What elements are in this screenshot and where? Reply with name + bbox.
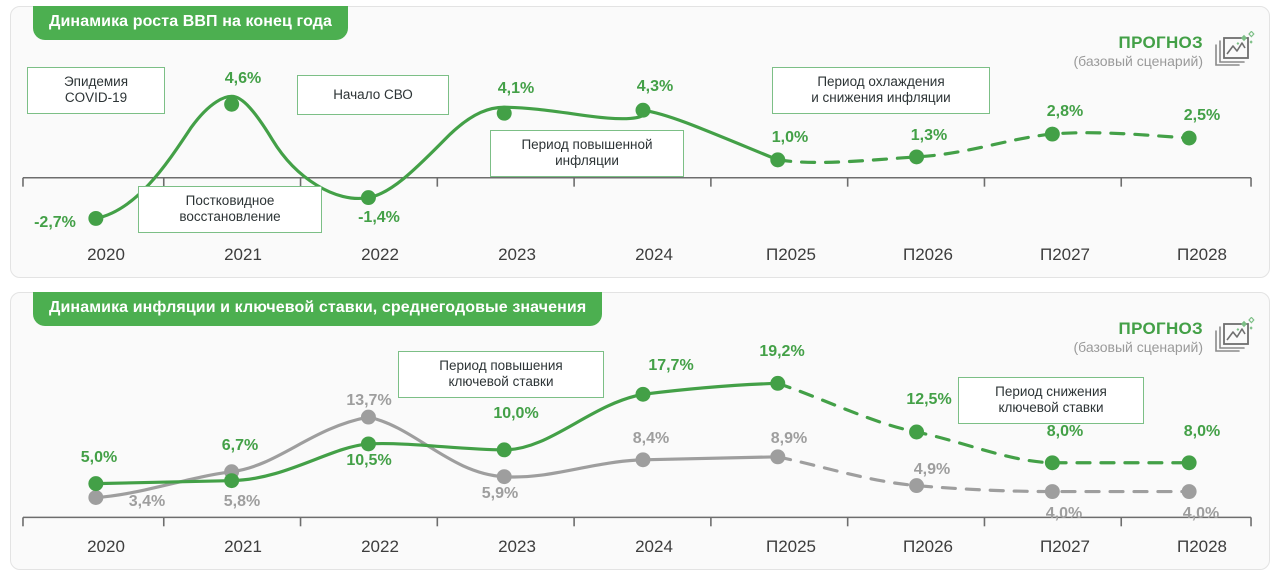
keyrate-line-historical	[94, 381, 780, 486]
inflation-chart-plot	[22, 375, 1252, 527]
gdp-value-label: 4,1%	[497, 80, 535, 97]
gdp-value-label: 1,3%	[910, 127, 948, 144]
keyrate-value-label: 10,0%	[493, 405, 539, 422]
gdp-value-label: 2,5%	[1183, 107, 1221, 124]
gdp-panel: Динамика роста ВВП на конец года ПРОГНОЗ…	[10, 6, 1270, 278]
inflation-x-tick-label: 2020	[87, 537, 125, 556]
annotation-line: COVID-19	[64, 90, 128, 106]
gdp-annotation: Постковидное восстановление	[138, 186, 322, 233]
annotation-line: Постковидное	[185, 193, 275, 208]
forecast-subtitle: (базовый сценарий)	[1073, 52, 1204, 69]
forecast-title: ПРОГНОЗ	[1118, 33, 1203, 53]
keyrate-value-label: 10,5%	[346, 452, 392, 469]
forecast-cards-icon	[1215, 317, 1255, 352]
inflation-value-label: 5,9%	[481, 485, 519, 502]
inflation-value-label: 8,9%	[770, 430, 808, 447]
gdp-value-label: 4,3%	[636, 78, 674, 95]
gdp-x-tick-label: П2025	[765, 245, 817, 264]
inflation-line-forecast	[776, 455, 1191, 494]
gdp-data-points	[88, 96, 1197, 226]
forecast-cards-icon	[1215, 31, 1255, 66]
gdp-chart-plot	[22, 94, 1252, 226]
inflation-forecast-badge: ПРОГНОЗ (базовый сценарий)	[1074, 317, 1256, 357]
annotation-line: Период повышения	[439, 358, 563, 373]
gdp-x-tick-label: 2021	[224, 245, 262, 264]
keyrate-value-label: 6,7%	[221, 437, 259, 454]
gdp-x-tick-label: 2023	[498, 245, 536, 264]
gdp-x-ticks	[22, 177, 1252, 187]
inflation-x-tick-label: П2028	[1176, 537, 1228, 556]
inflation-panel: Динамика инфляции и ключевой ставки, сре…	[10, 292, 1270, 570]
gdp-value-label: 1,0%	[771, 129, 809, 146]
gdp-panel-title: Динамика роста ВВП на конец года	[33, 6, 348, 40]
inflation-x-tick-label: 2022	[361, 537, 399, 556]
inflation-line-historical	[94, 415, 780, 500]
inflation-x-tick-label: 2023	[498, 537, 536, 556]
inflation-value-label: 3,4%	[128, 493, 166, 510]
inflation-value-label: 4,0%	[1182, 505, 1220, 522]
gdp-x-tick-label: 2020	[87, 245, 125, 264]
inflation-annotation: Период снижения ключевой ставки	[958, 377, 1144, 424]
keyrate-value-label: 8,0%	[1046, 423, 1084, 440]
inflation-annotation: Период повышения ключевой ставки	[398, 351, 604, 398]
annotation-line: инфляции	[555, 153, 619, 169]
keyrate-value-label: 5,0%	[80, 449, 118, 466]
annotation-line: Период охлаждения	[817, 74, 945, 89]
inflation-x-tick-label: П2027	[1039, 537, 1091, 556]
gdp-x-tick-label: 2024	[635, 245, 673, 264]
inflation-value-label: 13,7%	[346, 392, 392, 409]
gdp-annotation: Эпидемия COVID-19	[27, 67, 165, 114]
annotation-line: Эпидемия	[63, 74, 129, 89]
annotation-line: Период снижения	[995, 384, 1107, 399]
gdp-x-tick-label: П2026	[902, 245, 954, 264]
gdp-x-tick-label: 2022	[361, 245, 399, 264]
keyrate-value-label: 19,2%	[759, 343, 805, 360]
gdp-forecast-badge: ПРОГНОЗ (базовый сценарий)	[1074, 31, 1256, 71]
annotation-line: и снижения инфляции	[811, 90, 951, 106]
inflation-value-label: 4,0%	[1045, 505, 1083, 522]
keyrate-line-forecast	[776, 381, 1191, 465]
inflation-x-tick-label: П2026	[902, 537, 954, 556]
gdp-line-forecast	[776, 131, 1191, 164]
inflation-value-label: 4,9%	[913, 461, 951, 478]
inflation-data-points	[88, 409, 1197, 505]
inflation-value-label: 8,4%	[632, 430, 670, 447]
annotation-line: восстановление	[179, 209, 281, 225]
inflation-panel-title: Динамика инфляции и ключевой ставки, сре…	[33, 292, 603, 326]
inflation-value-label: 5,8%	[223, 493, 261, 510]
annotation-line: ключевой ставки	[998, 400, 1104, 416]
inflation-x-tick-label: 2021	[224, 537, 262, 556]
gdp-x-tick-label: П2027	[1039, 245, 1091, 264]
inflation-x-tick-label: П2025	[765, 537, 817, 556]
keyrate-data-points	[88, 375, 1197, 492]
annotation-line: Начало СВО	[333, 87, 413, 102]
gdp-value-label: 2,8%	[1046, 103, 1084, 120]
annotation-line: Период повышенной	[521, 137, 653, 152]
gdp-annotation: Период повышенной инфляции	[490, 130, 684, 177]
keyrate-value-label: 12,5%	[906, 391, 952, 408]
gdp-annotation: Период охлаждения и снижения инфляции	[772, 67, 990, 114]
gdp-value-label: 4,6%	[224, 70, 262, 87]
gdp-value-label: -1,4%	[358, 209, 400, 226]
gdp-x-tick-label: П2028	[1176, 245, 1228, 264]
gdp-annotation: Начало СВО	[297, 75, 449, 116]
forecast-title: ПРОГНОЗ	[1118, 319, 1203, 339]
forecast-subtitle: (базовый сценарий)	[1073, 338, 1204, 355]
keyrate-value-label: 17,7%	[648, 357, 694, 374]
inflation-x-tick-label: 2024	[635, 537, 673, 556]
gdp-value-label: -2,7%	[34, 214, 76, 231]
keyrate-value-label: 8,0%	[1183, 423, 1221, 440]
annotation-line: ключевой ставки	[448, 374, 554, 390]
inflation-x-ticks	[22, 517, 1252, 527]
